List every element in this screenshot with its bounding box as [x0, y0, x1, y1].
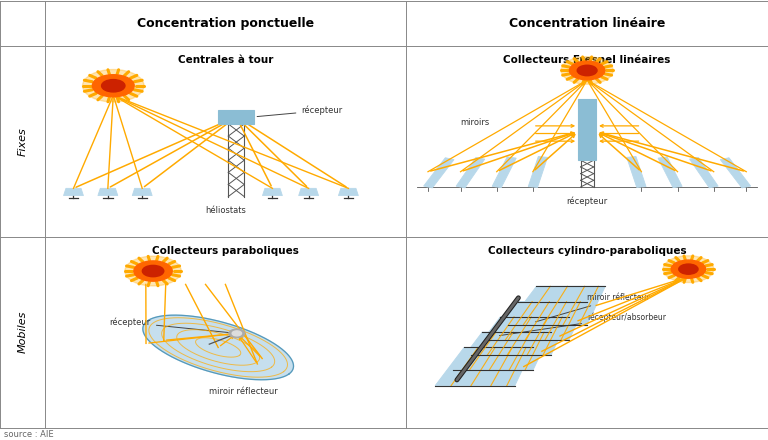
Circle shape: [232, 331, 242, 336]
Circle shape: [229, 329, 245, 337]
Polygon shape: [720, 158, 750, 188]
Polygon shape: [339, 188, 359, 196]
Polygon shape: [690, 158, 718, 188]
Text: miroir réflecteur: miroir réflecteur: [535, 293, 650, 322]
Polygon shape: [489, 301, 587, 340]
Text: miroirs: miroirs: [461, 117, 490, 127]
Polygon shape: [627, 157, 646, 187]
Bar: [578, 99, 596, 160]
Circle shape: [134, 261, 172, 281]
Polygon shape: [263, 188, 283, 196]
Text: miroir réflecteur: miroir réflecteur: [209, 387, 278, 396]
Circle shape: [142, 265, 164, 277]
Circle shape: [125, 256, 181, 286]
Text: Fixes: Fixes: [17, 127, 28, 155]
Polygon shape: [98, 188, 118, 196]
Circle shape: [561, 57, 613, 84]
Polygon shape: [435, 348, 533, 385]
Polygon shape: [508, 286, 605, 325]
Circle shape: [663, 256, 713, 282]
Polygon shape: [492, 157, 516, 187]
Polygon shape: [132, 188, 152, 196]
Bar: [218, 110, 254, 124]
Polygon shape: [658, 157, 682, 187]
Circle shape: [671, 260, 706, 278]
Circle shape: [92, 75, 134, 97]
Text: Collecteurs Fresnel linéaires: Collecteurs Fresnel linéaires: [504, 55, 670, 65]
Polygon shape: [143, 315, 293, 380]
Polygon shape: [528, 157, 548, 187]
Text: Concentration linéaire: Concentration linéaire: [509, 17, 665, 30]
Circle shape: [679, 264, 698, 274]
Polygon shape: [453, 332, 551, 370]
Text: héliostats: héliostats: [205, 206, 246, 215]
Text: récepteur/absorbeur: récepteur/absorbeur: [499, 312, 666, 336]
Circle shape: [578, 65, 597, 76]
Text: source : AIE: source : AIE: [4, 430, 54, 439]
Polygon shape: [456, 158, 485, 188]
Text: Mobiles: Mobiles: [17, 311, 28, 353]
Circle shape: [82, 70, 144, 102]
Text: Collecteurs paraboliques: Collecteurs paraboliques: [152, 246, 299, 256]
Text: Collecteurs cylindro-paraboliques: Collecteurs cylindro-paraboliques: [488, 246, 687, 256]
Circle shape: [569, 61, 605, 80]
Text: récepteur: récepteur: [257, 106, 343, 117]
Text: récepteur: récepteur: [567, 197, 607, 206]
Text: récepteur: récepteur: [110, 318, 234, 333]
Text: Concentration ponctuelle: Concentration ponctuelle: [137, 17, 314, 30]
Polygon shape: [299, 188, 319, 196]
Text: Centrales à tour: Centrales à tour: [177, 55, 273, 65]
Polygon shape: [64, 188, 84, 196]
Polygon shape: [472, 317, 569, 355]
Polygon shape: [424, 158, 454, 188]
Circle shape: [101, 80, 125, 92]
